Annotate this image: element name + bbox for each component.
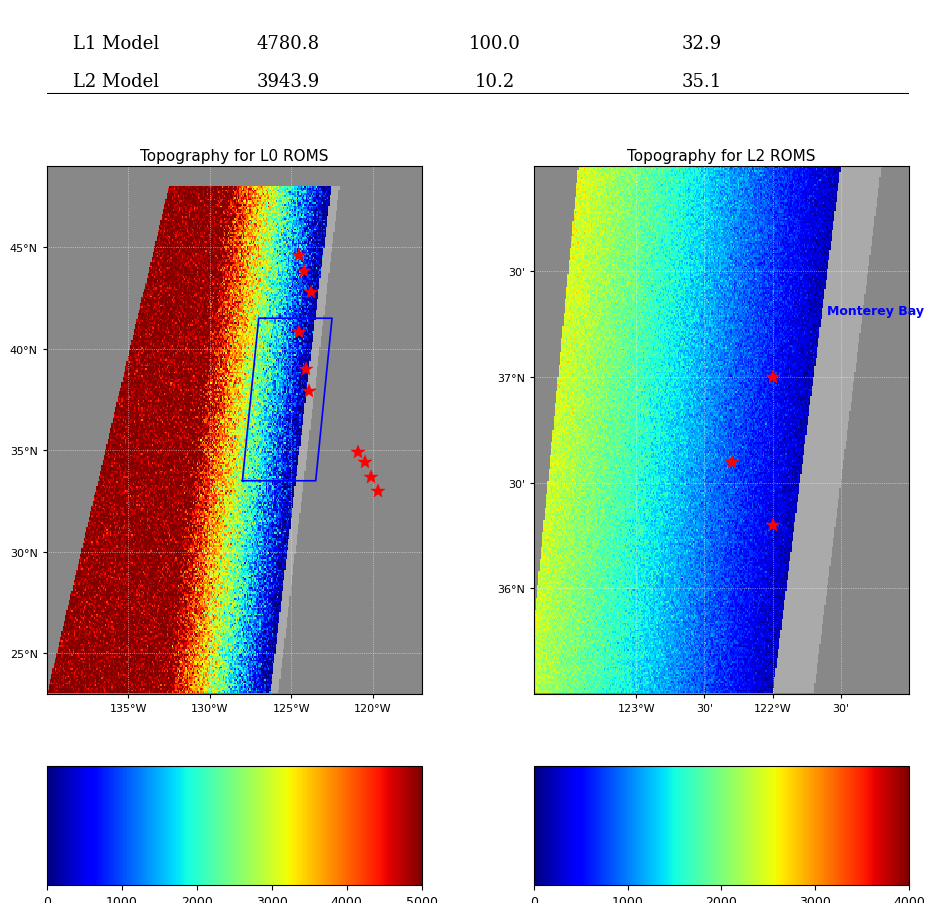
- Title: Topography for L2 ROMS: Topography for L2 ROMS: [626, 149, 815, 164]
- Text: Monterey Bay: Monterey Bay: [826, 304, 923, 317]
- Text: 100.0: 100.0: [469, 35, 520, 53]
- Text: 35.1: 35.1: [681, 72, 722, 90]
- Text: 3943.9: 3943.9: [256, 72, 319, 90]
- Title: Topography for L0 ROMS: Topography for L0 ROMS: [139, 149, 329, 164]
- Text: 32.9: 32.9: [681, 35, 722, 53]
- Text: L2 Model: L2 Model: [73, 72, 159, 90]
- Text: 10.2: 10.2: [475, 72, 515, 90]
- Text: L1 Model: L1 Model: [73, 35, 159, 53]
- Text: 4780.8: 4780.8: [256, 35, 319, 53]
